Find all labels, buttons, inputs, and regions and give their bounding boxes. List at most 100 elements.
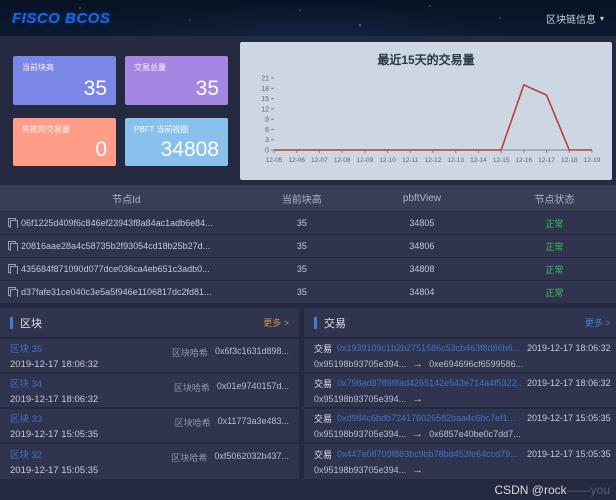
stat-label: 交易总量	[134, 62, 219, 73]
tx-to-address: 0xe694696cf6599586...	[429, 359, 523, 369]
block-hash-value: 0x01e9740157d...	[217, 381, 289, 407]
list-item: 区块 34 2019-12-17 18:06:32 区块哈希 0x01e9740…	[0, 374, 299, 409]
arrow-right-icon: →	[412, 394, 423, 405]
pbft-view-cell: 34808	[351, 264, 493, 274]
tx-label: 交易	[314, 377, 332, 390]
stat-card-pbft-view: PBFT 当前视图 34808	[125, 118, 228, 167]
block-link[interactable]: 区块 32	[10, 447, 98, 461]
list-item: 区块 32 2019-12-17 15:05:35 区块哈希 0xf506203…	[0, 444, 299, 479]
tx-volume-chart-panel: 最近15天的交易量 03691215182112-0512-0612-0712-…	[240, 42, 612, 180]
stat-card-failed-tx: 失败的交易量 0	[13, 118, 116, 167]
node-id-text: 435684f871090d077dce036ca4eb651c3adb0...	[21, 264, 210, 274]
table-row: d37fafe31ce040c3e5a5f946e1106817dc2fd81.…	[0, 280, 616, 303]
block-height-cell: 35	[253, 241, 352, 251]
svg-text:15: 15	[261, 96, 269, 103]
block-link[interactable]: 区块 33	[10, 411, 98, 425]
node-id-text: 06f1225d409f6c846ef23943f8a84ac1adb6e84.…	[21, 218, 213, 228]
copy-icon[interactable]	[8, 241, 17, 251]
table-row: 435684f871090d077dce036ca4eb651c3adb0...…	[0, 257, 616, 280]
arrow-right-icon: →	[412, 359, 423, 370]
blockchain-info-dropdown[interactable]: 区块链信息 ▾	[546, 11, 604, 26]
block-link[interactable]: 区块 34	[10, 376, 98, 390]
tx-from-address: 0x95198b93705e394...	[314, 359, 406, 369]
block-time: 2019-12-17 15:05:35	[10, 465, 98, 476]
svg-text:12-13: 12-13	[447, 157, 464, 164]
block-hash-label: 区块哈希	[174, 381, 210, 407]
stat-card-block-height: 当前块高 35	[13, 56, 116, 105]
col-block-height: 当前块高	[253, 191, 352, 206]
overview-section: 当前块高 35 交易总量 35 失败的交易量 0 PBFT 当前视图 34808…	[0, 36, 616, 180]
tx-to-address: 0x6857e40be0c7dd7...	[429, 429, 521, 439]
block-height-cell: 35	[253, 287, 352, 297]
pbft-view-cell: 34805	[351, 218, 493, 228]
node-table-header: 节点Id 当前块高 pbftView 节点状态	[0, 185, 616, 211]
col-node-id: 节点Id	[0, 191, 253, 206]
tx-from-address: 0x95198b93705e394...	[314, 394, 406, 404]
table-row: 06f1225d409f6c846ef23943f8a84ac1adb6e84.…	[0, 211, 616, 234]
chart-title: 最近15天的交易量	[240, 42, 612, 68]
tx-hash-link[interactable]: 0x447e08709f883bc9bb78bd453fe64ccd79...	[337, 449, 518, 459]
blockchain-info-label: 区块链信息	[546, 11, 596, 26]
node-id-cell: d37fafe31ce040c3e5a5f946e1106817dc2fd81.…	[0, 287, 253, 297]
pbft-view-cell: 34806	[351, 241, 493, 251]
list-item: 区块 33 2019-12-17 15:05:35 区块哈希 0x11773a3…	[0, 409, 299, 444]
svg-text:12-08: 12-08	[334, 157, 351, 164]
node-id-text: 20816aae28a4c58735b2f93054cd18b25b27d...	[21, 241, 210, 251]
list-item: 交易 0xd984c6bdb724176026582baa4c6bc7ef1..…	[304, 409, 616, 444]
col-node-status: 节点状态	[493, 191, 616, 206]
transactions-more-link[interactable]: 更多 >	[585, 316, 611, 329]
list-item: 交易 0x1939109c1b2b2751586c53cb463f8d86b6.…	[304, 339, 616, 374]
stat-value: 0	[22, 139, 107, 160]
blocks-panel: 区块 更多 > 区块 35 2019-12-17 18:06:32 区块哈希 0…	[0, 308, 299, 479]
tx-hash-link[interactable]: 0x1939109c1b2b2751586c53cb463f8d86b6...	[337, 343, 520, 353]
stat-value: 35	[22, 78, 107, 99]
tx-label: 交易	[314, 412, 332, 425]
fisco-bcos-logo: FISCO BCOS	[12, 10, 110, 27]
block-hash-value: 0xf5062032b437...	[214, 451, 289, 479]
copy-icon[interactable]	[8, 287, 17, 297]
tx-time: 2019-12-17 18:06:32	[527, 378, 611, 388]
node-table: 节点Id 当前块高 pbftView 节点状态 06f1225d409f6c84…	[0, 185, 616, 303]
copy-icon[interactable]	[8, 264, 17, 274]
svg-text:18: 18	[261, 86, 269, 93]
block-hash-value: 0x11773a3e483...	[218, 416, 289, 442]
copy-icon[interactable]	[8, 218, 17, 228]
svg-text:12-16: 12-16	[516, 157, 533, 164]
stat-label: PBFT 当前视图	[134, 124, 219, 135]
block-height-cell: 35	[253, 264, 352, 274]
stat-value: 35	[134, 78, 219, 99]
col-pbft-view: pbftView	[351, 193, 493, 204]
list-item: 区块 35 2019-12-17 18:06:32 区块哈希 0x6f3c163…	[0, 339, 299, 374]
chevron-down-icon: ▾	[600, 14, 604, 23]
arrow-right-icon: →	[412, 429, 423, 440]
block-link[interactable]: 区块 35	[10, 341, 98, 355]
stats-grid: 当前块高 35 交易总量 35 失败的交易量 0 PBFT 当前视图 34808	[0, 42, 240, 180]
block-hash-label: 区块哈希	[171, 451, 207, 479]
svg-text:12-17: 12-17	[538, 157, 555, 164]
tx-hash-link[interactable]: 0x798ad8789f8ad4265142e543e714a4f5322...	[337, 378, 522, 388]
block-hash-label: 区块哈希	[175, 416, 211, 442]
block-hash-value: 0x6f3c1631d898...	[215, 346, 289, 372]
blocks-more-link[interactable]: 更多 >	[263, 316, 289, 329]
status-badge: 正常	[493, 240, 616, 253]
watermark: CSDN @rock——you	[0, 479, 616, 500]
watermark-suffix: ——you	[567, 483, 610, 497]
svg-text:12-06: 12-06	[288, 157, 305, 164]
svg-text:12-11: 12-11	[402, 157, 419, 164]
transactions-line-chart: 03691215182112-0512-0612-0712-0812-0912-…	[240, 72, 608, 176]
svg-text:12-12: 12-12	[425, 157, 442, 164]
block-hash-label: 区块哈希	[172, 346, 208, 372]
status-badge: 正常	[493, 286, 616, 299]
arrow-right-icon: →	[412, 465, 423, 476]
list-item: 交易 0x798ad8789f8ad4265142e543e714a4f5322…	[304, 374, 616, 409]
svg-text:12-09: 12-09	[357, 157, 374, 164]
tx-from-address: 0x95198b93705e394...	[314, 429, 406, 439]
block-time: 2019-12-17 15:05:35	[10, 429, 98, 440]
table-row: 20816aae28a4c58735b2f93054cd18b25b27d...…	[0, 234, 616, 257]
top-navbar: FISCO BCOS 区块链信息 ▾	[0, 0, 616, 36]
svg-text:12-19: 12-19	[584, 157, 601, 164]
node-id-cell: 435684f871090d077dce036ca4eb651c3adb0...	[0, 264, 253, 274]
block-height-cell: 35	[253, 218, 352, 228]
transactions-panel-header: 交易 更多 >	[304, 308, 616, 339]
tx-hash-link[interactable]: 0xd984c6bdb724176026582baa4c6bc7ef1...	[337, 413, 515, 423]
